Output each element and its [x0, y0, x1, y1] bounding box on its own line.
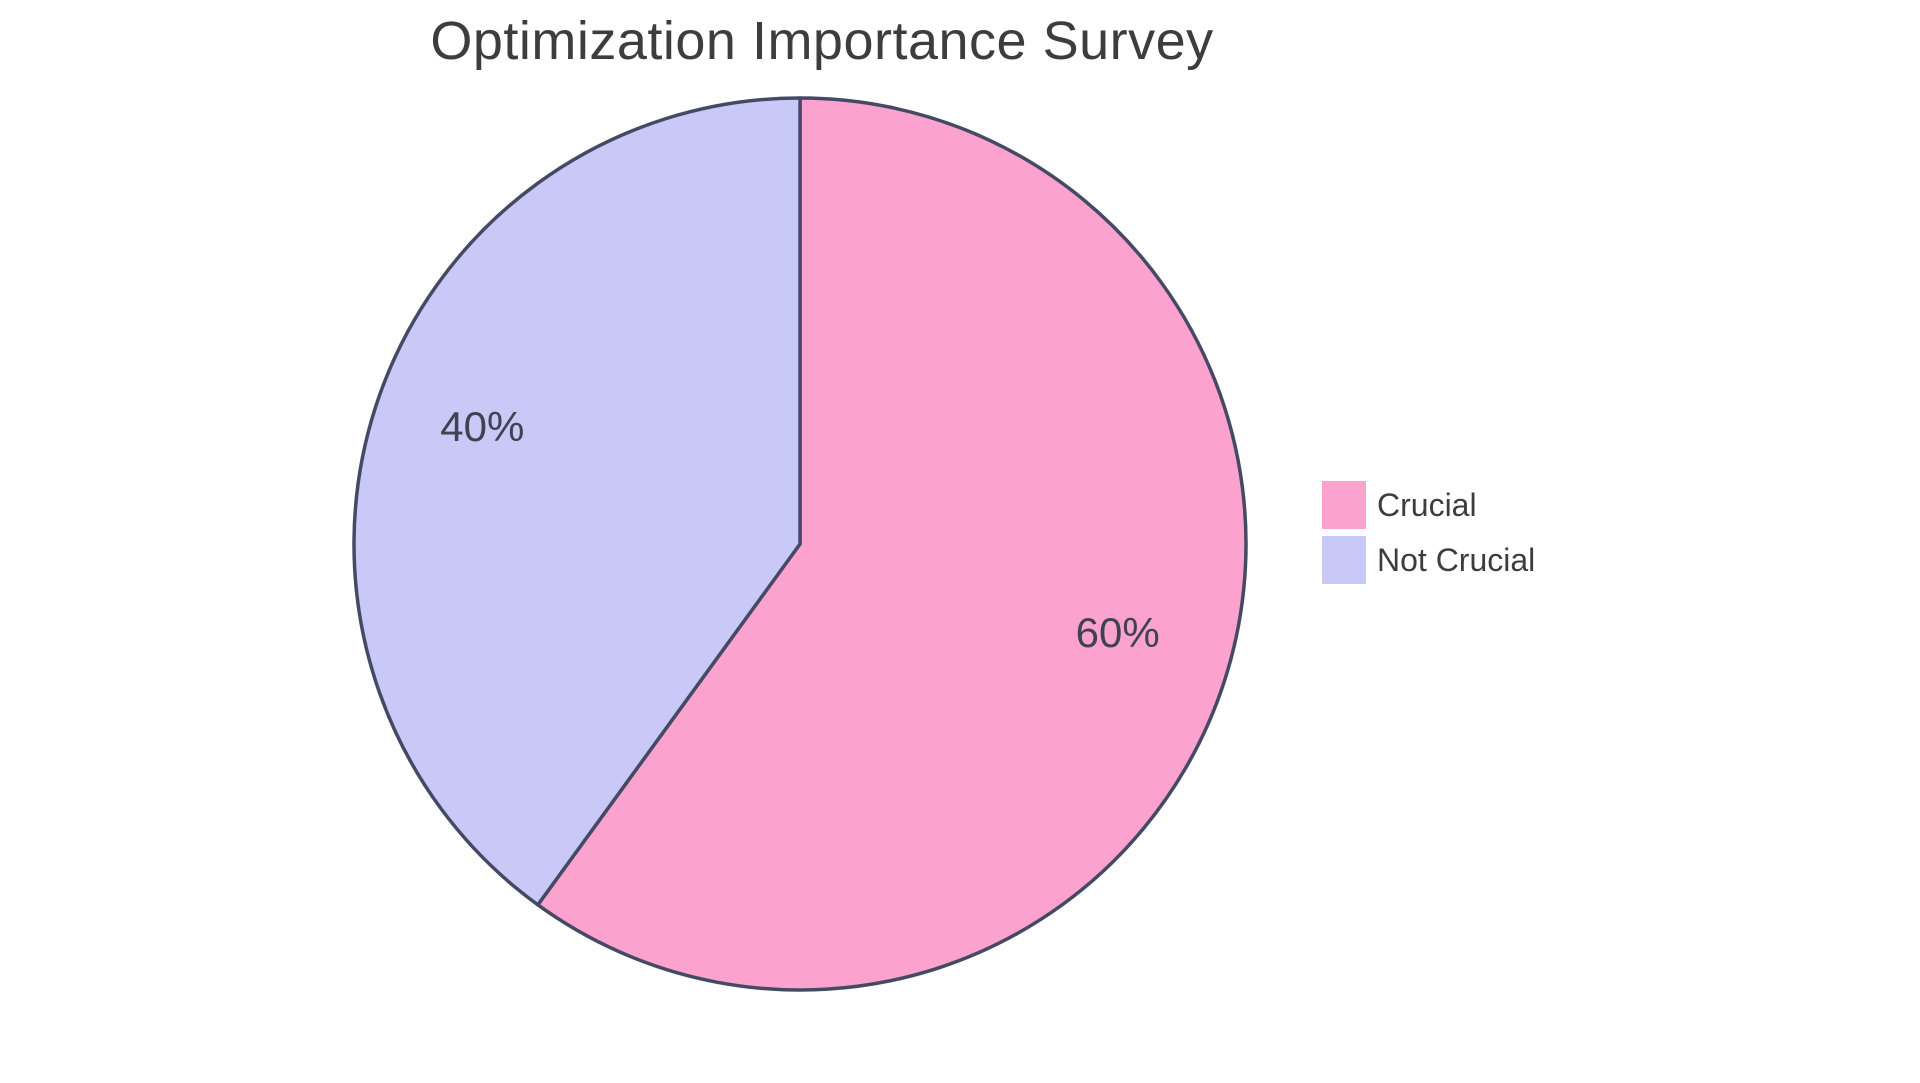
legend-label-crucial: Crucial [1377, 486, 1477, 523]
slice-label-crucial: 60% [1076, 609, 1160, 656]
chart-title: Optimization Importance Survey [430, 11, 1214, 71]
legend-swatch-crucial [1322, 481, 1366, 529]
legend-item-crucial: Crucial [1322, 481, 1535, 529]
legend-swatch-not-crucial [1322, 536, 1366, 584]
legend: Crucial Not Crucial [1322, 481, 1535, 584]
pie-slice-not-crucial [352, 96, 802, 907]
slice-label-not-crucial: 40% [440, 403, 524, 450]
legend-item-not-crucial: Not Crucial [1322, 536, 1535, 584]
pie-slice-crucial [536, 96, 1248, 992]
legend-label-not-crucial: Not Crucial [1377, 541, 1536, 578]
